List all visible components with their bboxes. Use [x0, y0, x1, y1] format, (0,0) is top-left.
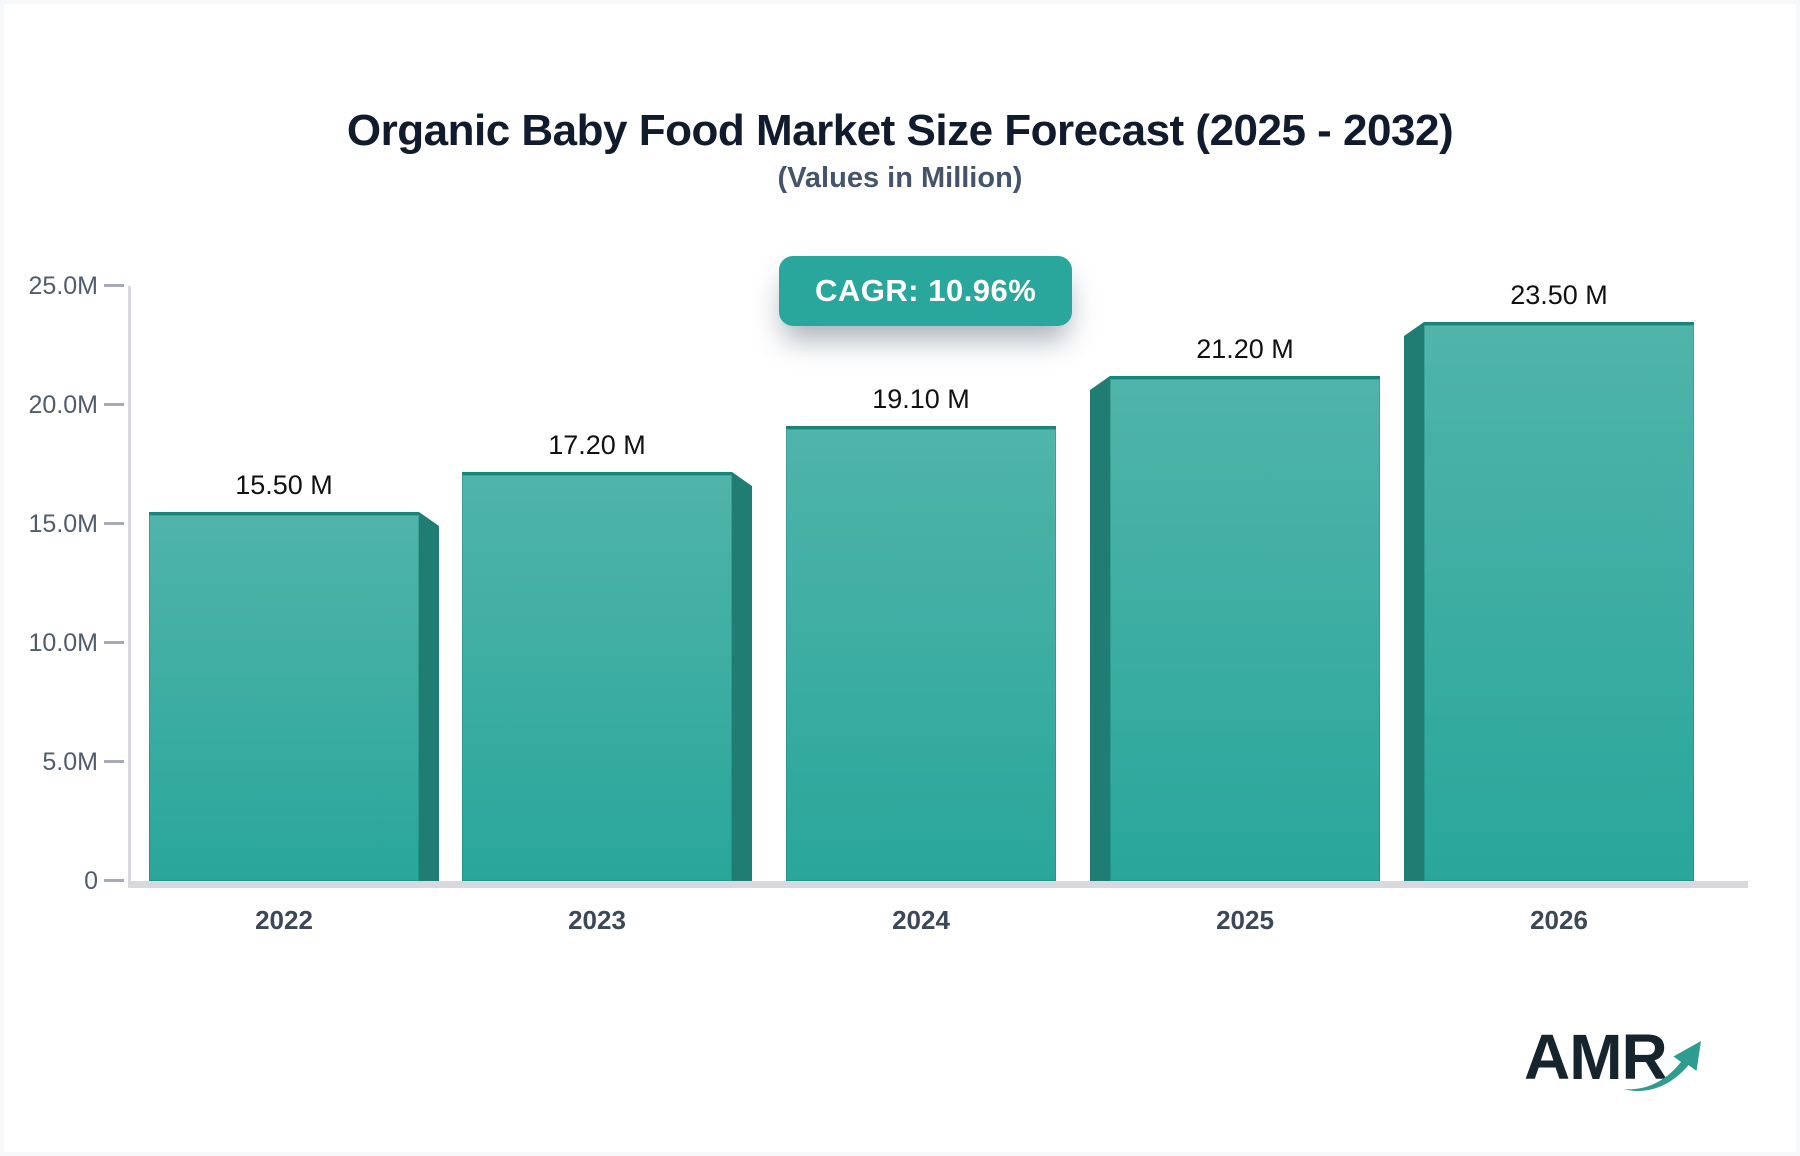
y-axis-tick	[104, 879, 124, 882]
y-axis-tick	[104, 284, 124, 287]
bar	[786, 426, 1056, 881]
y-axis-label: 15.0M	[28, 510, 98, 538]
x-axis-label: 2024	[892, 905, 950, 935]
y-axis-tick	[104, 522, 124, 525]
bar-side-face	[732, 472, 752, 881]
bar-side-face	[1404, 322, 1424, 881]
bar	[462, 472, 732, 881]
x-axis-line	[128, 881, 1748, 888]
bar	[1424, 322, 1694, 881]
y-axis-label: 5.0M	[42, 748, 98, 776]
bar	[1110, 376, 1380, 881]
y-axis-tick	[104, 760, 124, 763]
cagr-badge: CAGR: 10.96%	[779, 256, 1073, 326]
bar-value-label: 23.50 M	[1510, 280, 1608, 310]
y-axis-label: 25.0M	[28, 272, 98, 300]
growth-arrow-icon	[1623, 1041, 1701, 1092]
y-axis-label: 10.0M	[28, 629, 98, 657]
bar-side-face	[419, 512, 439, 881]
y-axis-label: 20.0M	[28, 391, 98, 419]
amr-logo-text: AMR	[1524, 1021, 1668, 1093]
x-axis-label: 2025	[1216, 905, 1274, 935]
cagr-badge-label: CAGR: 10.96%	[815, 273, 1037, 308]
chart-subtitle: (Values in Million)	[777, 162, 1023, 194]
chart-title: Organic Baby Food Market Size Forecast (…	[346, 106, 1454, 155]
bar	[149, 512, 419, 881]
y-axis-line	[128, 286, 131, 881]
amr-logo: AMR	[1524, 1024, 1744, 1114]
bar-value-label: 19.10 M	[872, 384, 970, 414]
x-axis-label: 2026	[1530, 905, 1588, 935]
x-axis-label: 2022	[255, 905, 313, 935]
bar-side-face	[1090, 376, 1110, 881]
bar-value-label: 15.50 M	[235, 470, 333, 500]
bar-value-label: 21.20 M	[1196, 334, 1294, 364]
x-axis-label: 2023	[568, 905, 626, 935]
bar-value-label: 17.20 M	[548, 430, 646, 460]
y-axis-label: 0	[84, 867, 98, 895]
y-axis-tick	[104, 403, 124, 406]
y-axis-tick	[104, 641, 124, 644]
